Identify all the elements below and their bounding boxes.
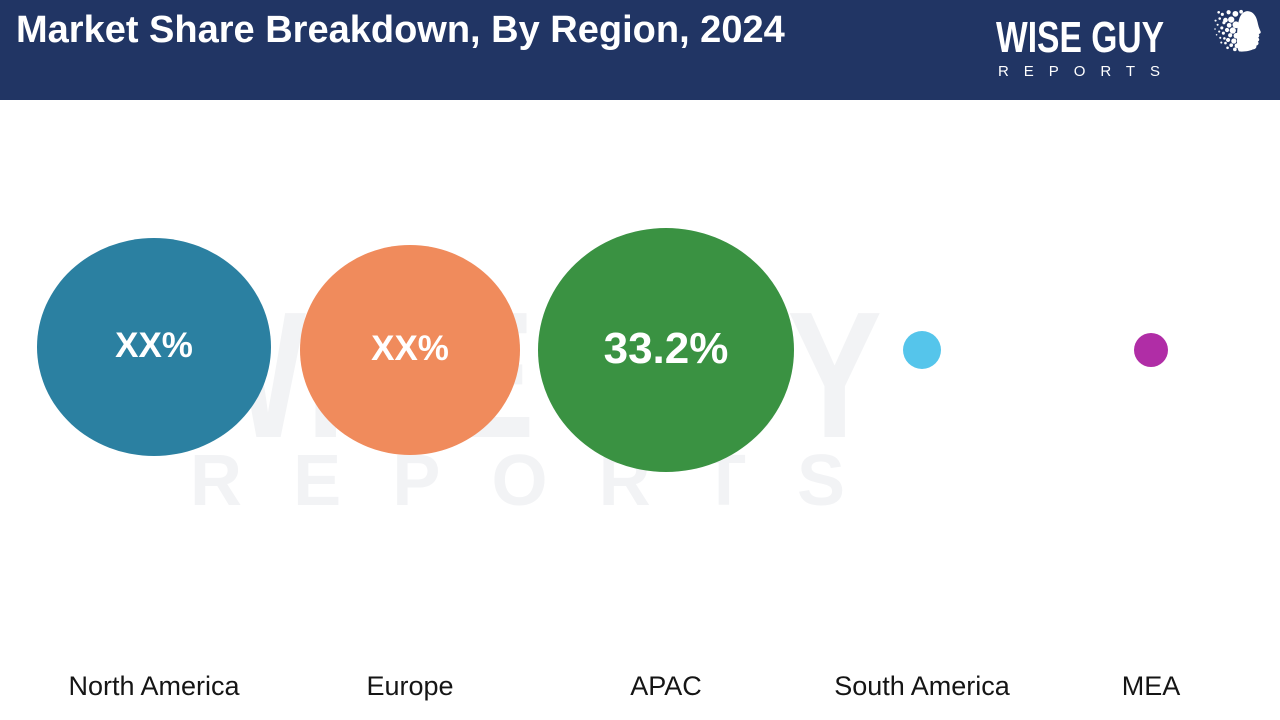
axis-label-north-america: North America — [68, 671, 240, 701]
bubble-north-america: XX% — [37, 238, 271, 456]
axis-label-apac: APAC — [630, 671, 702, 701]
page-title: Market Share Breakdown, By Region, 2024 — [16, 9, 785, 51]
brand-wordmark: WISE GUY — [996, 13, 1164, 62]
brand-head-icon — [1214, 10, 1261, 52]
bubble-value-label: XX% — [371, 329, 449, 368]
watermark-reports-text: REPORTS — [190, 441, 845, 521]
axis-label-south-america: South America — [834, 671, 1010, 701]
brand-reports-text: REPORTS — [998, 63, 1160, 80]
bubble-south-america — [903, 331, 941, 369]
bubble-mea — [1134, 333, 1168, 367]
bubble-value-label: XX% — [115, 326, 193, 365]
bubble-europe: XX% — [300, 245, 520, 455]
axis-label-europe: Europe — [366, 671, 454, 701]
brand-logo: WISE GUY REPORTS — [996, 4, 1276, 80]
bubble-value-label: 33.2% — [603, 324, 729, 373]
axis-label-mea: MEA — [1121, 671, 1181, 701]
bubble-apac: 33.2% — [538, 228, 794, 472]
header-bar: Market Share Breakdown, By Region, 2024 … — [0, 0, 1280, 100]
